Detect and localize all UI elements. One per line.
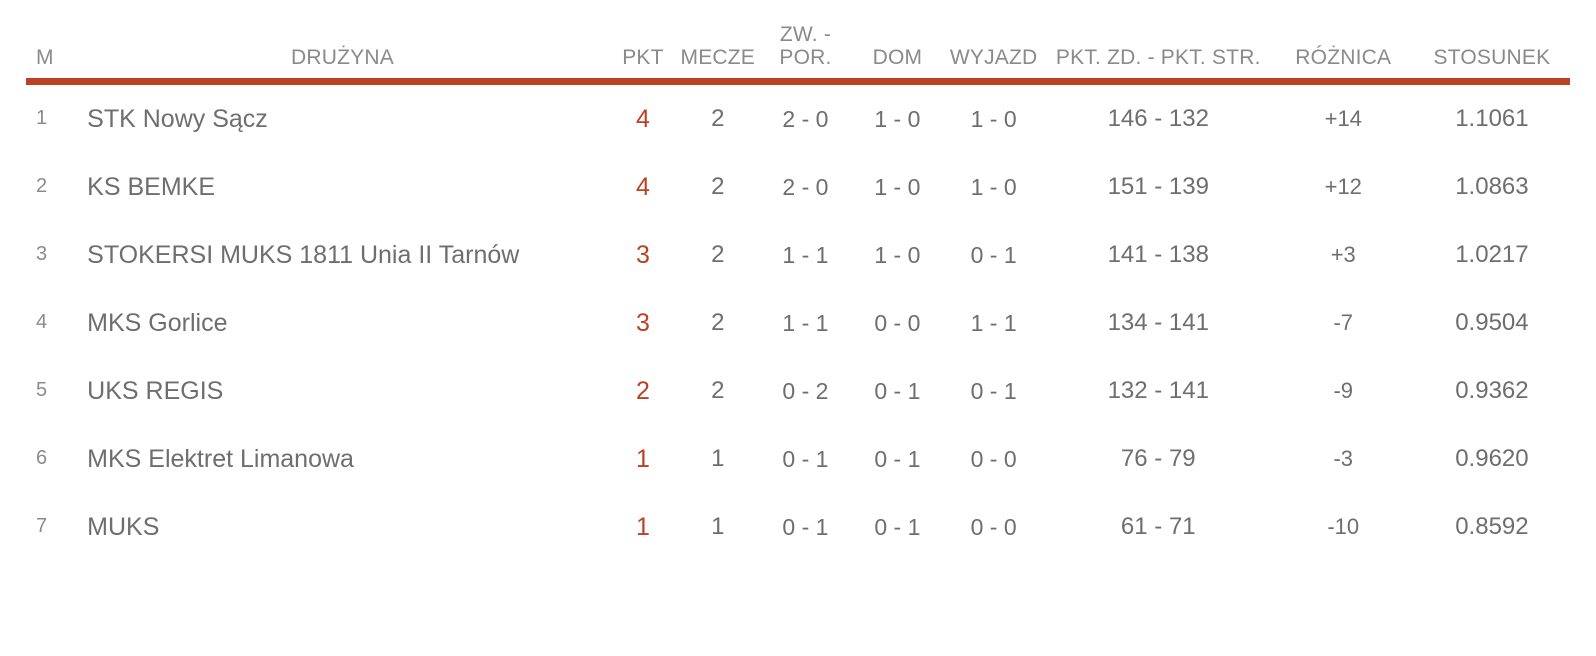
cell-team-name: KS BEMKE [87, 172, 215, 201]
cell-rank: 1 [36, 107, 48, 130]
cell-difference: +14 [1324, 106, 1362, 132]
cell-team-name: MKS Elektret Limanowa [87, 444, 354, 473]
cell-rank: 5 [36, 379, 48, 402]
cell-win-loss: 1 - 1 [782, 241, 829, 268]
cell-points: 1 [635, 444, 650, 473]
cell-win-loss: 2 - 0 [782, 173, 829, 200]
cell-home: 1 - 0 [874, 105, 921, 132]
cell-away: 0 - 1 [970, 241, 1017, 268]
cell-ratio: 0.9362 [1455, 377, 1529, 405]
cell-away: 1 - 0 [970, 105, 1017, 132]
cell-away: 0 - 0 [970, 445, 1017, 472]
cell-rank: 2 [36, 175, 48, 198]
header-divider-cell [26, 78, 1570, 85]
table-row[interactable]: 2 KS BEMKE 4 2 2 - 0 1 - 0 1 - 0 151 - 139 +12 1.… [26, 153, 1570, 221]
cell-team-name: STK Nowy Sącz [87, 104, 268, 133]
cell-win-loss: 0 - 2 [782, 377, 829, 404]
cell-away: 1 - 0 [970, 173, 1017, 200]
cell-away: 0 - 0 [970, 513, 1017, 540]
cell-matches: 1 [711, 445, 725, 473]
cell-home: 0 - 1 [874, 377, 921, 404]
cell-rank: 4 [36, 311, 48, 334]
cell-points-scored-conceded: 132 - 141 [1107, 377, 1209, 405]
cell-points: 4 [635, 104, 650, 133]
table-row[interactable]: 3 STOKERSI MUKS 1811 Unia II Tarnów 3 2 1 - … [26, 221, 1570, 289]
cell-matches: 2 [711, 377, 725, 405]
header-row: M DRUŻYNA PKT MECZE ZW. - POR. DOM WYJAZ… [26, 0, 1570, 78]
cell-rank: 3 [36, 243, 48, 266]
column-header-home[interactable]: DOM [872, 46, 923, 70]
column-header-ratio[interactable]: STOSUNEK [1433, 46, 1551, 70]
cell-points: 3 [635, 240, 650, 269]
column-header-team[interactable]: DRUŻYNA [291, 46, 394, 70]
cell-matches: 2 [711, 241, 725, 269]
cell-rank: 7 [36, 515, 48, 538]
cell-away: 1 - 1 [970, 309, 1017, 336]
column-header-points-scored-conceded[interactable]: PKT. ZD. - PKT. STR. [1055, 46, 1261, 70]
cell-points: 4 [635, 172, 650, 201]
cell-points-scored-conceded: 61 - 71 [1120, 513, 1196, 541]
cell-ratio: 1.0217 [1455, 241, 1529, 269]
cell-team-name: UKS REGIS [87, 376, 224, 405]
cell-matches: 2 [711, 309, 725, 337]
cell-difference: +3 [1330, 242, 1356, 268]
cell-difference: -9 [1333, 378, 1354, 404]
table-row[interactable]: 1 STK Nowy Sącz 4 2 2 - 0 1 - 0 1 - 0 146 - 132… [26, 85, 1570, 153]
cell-difference: +12 [1324, 174, 1362, 200]
cell-points: 2 [635, 376, 650, 405]
column-header-difference[interactable]: RÓŻNICA [1295, 46, 1392, 70]
column-header-win-loss[interactable]: ZW. - POR. [779, 22, 832, 70]
column-header-away[interactable]: WYJAZD [949, 46, 1038, 70]
cell-matches: 1 [711, 513, 725, 541]
cell-home: 1 - 0 [874, 241, 921, 268]
standings-table: M DRUŻYNA PKT MECZE ZW. - POR. DOM WYJAZ… [26, 0, 1570, 561]
table-row[interactable]: 7 MUKS 1 1 0 - 1 0 - 1 0 - 0 61 - 71 -10 0.8592 [26, 493, 1570, 561]
standings-table-body: 1 STK Nowy Sącz 4 2 2 - 0 1 - 0 1 - 0 146 - 132… [26, 85, 1570, 561]
cell-win-loss: 0 - 1 [782, 513, 829, 540]
column-header-matches[interactable]: MECZE [680, 46, 756, 70]
cell-win-loss: 0 - 1 [782, 445, 829, 472]
table-row[interactable]: 5 UKS REGIS 2 2 0 - 2 0 - 1 0 - 1 132 - 141 -9 0.… [26, 357, 1570, 425]
cell-team-name: STOKERSI MUKS 1811 Unia II Tarnów [87, 240, 520, 269]
standings-table-header: M DRUŻYNA PKT MECZE ZW. - POR. DOM WYJAZ… [26, 0, 1570, 85]
cell-points: 3 [635, 308, 650, 337]
column-header-points[interactable]: PKT [622, 46, 664, 70]
cell-home: 0 - 0 [874, 309, 921, 336]
cell-team-name: MUKS [87, 512, 160, 541]
cell-difference: -7 [1333, 310, 1354, 336]
header-divider-row [26, 78, 1570, 85]
cell-ratio: 1.1061 [1455, 105, 1529, 133]
cell-home: 0 - 1 [874, 513, 921, 540]
cell-points-scored-conceded: 134 - 141 [1107, 309, 1209, 337]
cell-matches: 2 [711, 105, 725, 133]
cell-home: 1 - 0 [874, 173, 921, 200]
cell-points: 1 [635, 512, 650, 541]
cell-points-scored-conceded: 151 - 139 [1107, 173, 1209, 201]
cell-points-scored-conceded: 146 - 132 [1107, 105, 1209, 133]
column-header-rank[interactable]: M [36, 46, 54, 70]
cell-points-scored-conceded: 76 - 79 [1120, 445, 1196, 473]
cell-ratio: 0.9620 [1455, 445, 1529, 473]
cell-ratio: 1.0863 [1455, 173, 1529, 201]
table-row[interactable]: 6 MKS Elektret Limanowa 1 1 0 - 1 0 - 1 0 - 0 7… [26, 425, 1570, 493]
cell-home: 0 - 1 [874, 445, 921, 472]
cell-rank: 6 [36, 447, 48, 470]
cell-difference: -3 [1333, 446, 1354, 472]
cell-points-scored-conceded: 141 - 138 [1107, 241, 1209, 269]
table-row[interactable]: 4 MKS Gorlice 3 2 1 - 1 0 - 0 1 - 1 134 - 141 -7… [26, 289, 1570, 357]
cell-away: 0 - 1 [970, 377, 1017, 404]
cell-ratio: 0.8592 [1455, 513, 1529, 541]
cell-matches: 2 [711, 173, 725, 201]
cell-difference: -10 [1327, 514, 1360, 540]
cell-win-loss: 2 - 0 [782, 105, 829, 132]
cell-ratio: 0.9504 [1455, 309, 1529, 337]
cell-win-loss: 1 - 1 [782, 309, 829, 336]
accent-divider-bar [26, 78, 1570, 85]
cell-team-name: MKS Gorlice [87, 308, 228, 337]
